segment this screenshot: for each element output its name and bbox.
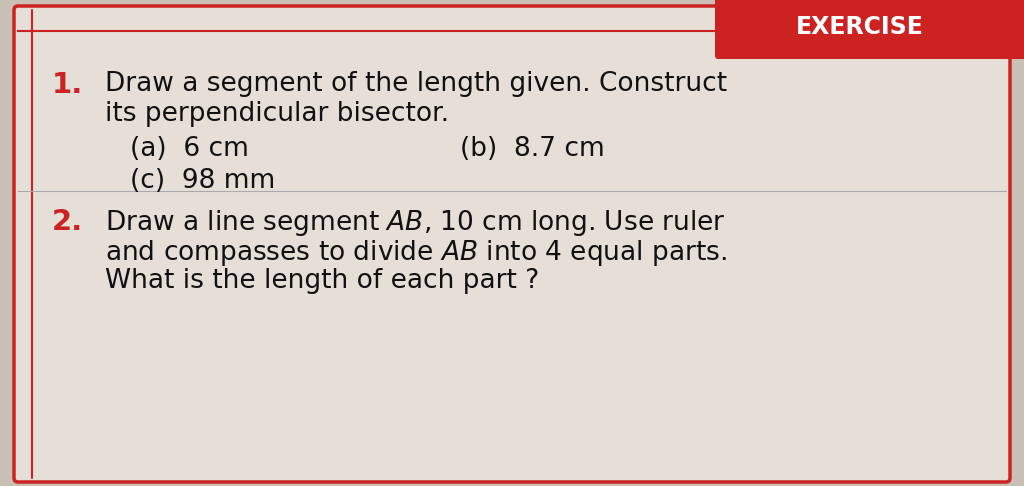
Text: (b)  8.7 cm: (b) 8.7 cm <box>460 136 605 162</box>
Text: 2.: 2. <box>52 208 83 236</box>
Text: 1.: 1. <box>52 71 83 99</box>
Text: its perpendicular bisector.: its perpendicular bisector. <box>105 101 450 127</box>
Text: Draw a segment of the length given. Construct: Draw a segment of the length given. Cons… <box>105 71 727 97</box>
Bar <box>720 0 1024 54</box>
FancyBboxPatch shape <box>715 0 1024 59</box>
Text: EXERCISE: EXERCISE <box>796 15 924 39</box>
Text: Draw a line segment $AB$, 10 cm long. Use ruler: Draw a line segment $AB$, 10 cm long. Us… <box>105 208 726 238</box>
Text: (c)  98 mm: (c) 98 mm <box>130 168 275 194</box>
Text: and compasses to divide $AB$ into 4 equal parts.: and compasses to divide $AB$ into 4 equa… <box>105 238 727 268</box>
Text: What is the length of each part ?: What is the length of each part ? <box>105 268 540 294</box>
Text: (a)  6 cm: (a) 6 cm <box>130 136 249 162</box>
FancyBboxPatch shape <box>14 6 1010 482</box>
